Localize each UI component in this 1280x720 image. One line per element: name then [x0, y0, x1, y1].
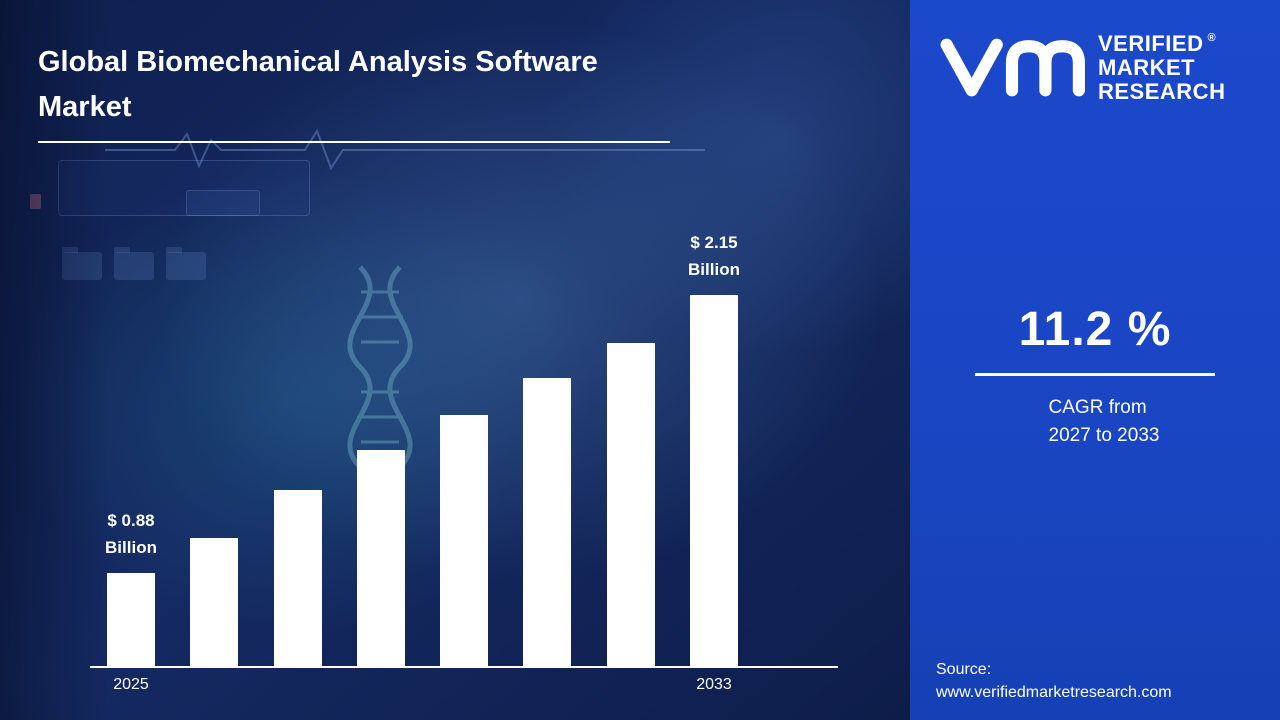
- chart-panel: Global Biomechanical Analysis Software M…: [0, 0, 910, 720]
- chart-bar: [606, 343, 655, 666]
- last-bar-unit: Billion: [688, 259, 740, 279]
- status-dot-icon: [30, 194, 41, 209]
- brand-block: VERIFIED ® MARKET RESEARCH: [910, 0, 1280, 105]
- chart-bar: [356, 450, 405, 666]
- chart-bar: [107, 573, 155, 666]
- cagr-caption: CAGR from 2027 to 2033: [1049, 394, 1160, 449]
- page-title: Global Biomechanical Analysis Software M…: [38, 46, 598, 123]
- people-icons: [186, 190, 260, 216]
- chart-bar: [689, 295, 738, 666]
- brand-line-2: MARKET: [1098, 55, 1196, 81]
- first-bar-value-label: $ 0.88 Billion: [105, 508, 157, 561]
- cagr-caption-line1: CAGR from: [1048, 397, 1147, 418]
- title-underline: [38, 141, 670, 143]
- source-url: www.verifiedmarketresearch.com: [936, 683, 1172, 701]
- x-axis-label-2025: 2025: [113, 676, 149, 693]
- chart-bar: [440, 415, 489, 666]
- cagr-block: 11.2 % CAGR from 2027 to 2033: [910, 302, 1280, 449]
- cagr-caption-line2: 2027 to 2033: [1048, 424, 1160, 446]
- brand-line-3: RESEARCH: [1098, 79, 1226, 105]
- last-bar-value-label: $ 2.15 Billion: [688, 230, 740, 283]
- info-panel: VERIFIED ® MARKET RESEARCH 11.2 % CAGR fr…: [910, 0, 1280, 720]
- first-bar-amount: $ 0.88: [107, 511, 155, 531]
- chart-bar: [190, 538, 239, 666]
- last-bar-amount: $ 2.15: [690, 233, 738, 253]
- source-label: Source:: [936, 660, 992, 678]
- brand-line-1: VERIFIED ®: [1098, 31, 1225, 56]
- vm-logo-icon: [936, 28, 1088, 104]
- chart-bar: [273, 490, 322, 666]
- cagr-underline: [975, 373, 1215, 376]
- bar-chart: $ 0.88 Billion $ 2.15 Billion 2025 2033: [90, 230, 838, 693]
- source-block: Source: www.verifiedmarketresearch.com: [936, 658, 1172, 704]
- x-axis-line: [90, 666, 838, 668]
- registered-trademark: ®: [1207, 32, 1217, 44]
- brand-name: VERIFIED ® MARKET RESEARCH: [1098, 28, 1225, 105]
- brand-line-1-text: VERIFIED: [1098, 31, 1204, 56]
- cagr-value: 11.2 %: [1018, 303, 1172, 356]
- first-bar-unit: Billion: [105, 537, 157, 557]
- bar-chart-bars: [107, 286, 738, 666]
- heartbeat-line-icon: [105, 128, 705, 171]
- chart-bar: [523, 378, 572, 666]
- x-axis-label-2033: 2033: [696, 676, 732, 693]
